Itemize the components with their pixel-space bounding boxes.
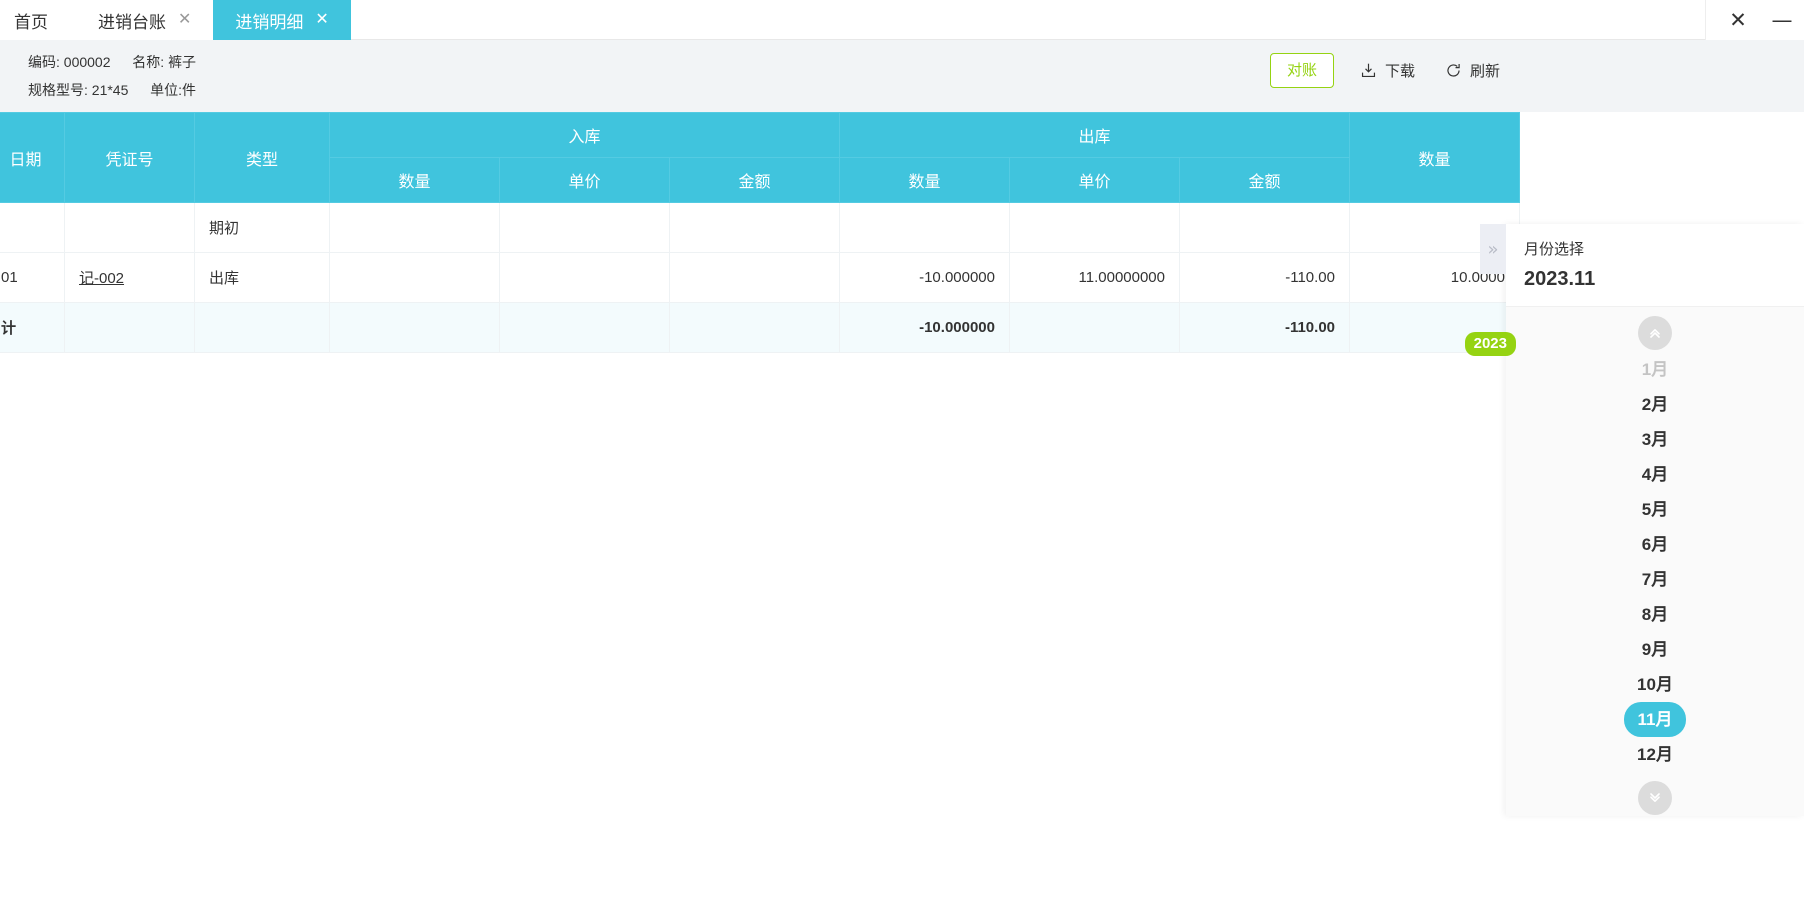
col-header-voucher[interactable]: 凭证号 <box>64 112 195 203</box>
tab-home[interactable]: 首页 <box>0 0 76 40</box>
col-header-out-amount[interactable]: 金额 <box>1179 157 1350 203</box>
month-item-8[interactable]: 8月 <box>1641 605 1669 624</box>
month-item-4[interactable]: 4月 <box>1641 465 1669 484</box>
spec-value: 21*45 <box>91 82 129 98</box>
product-code-line: 编码: 000002 名称: 裤子 <box>28 48 1804 76</box>
name-value: 裤子 <box>168 54 197 70</box>
cell-total-label: 计 <box>0 302 65 353</box>
table-total-row: 计 -10.000000 -110.00 <box>0 302 1520 353</box>
spec-label: 规格型号: <box>28 82 88 98</box>
month-item-10[interactable]: 10月 <box>1637 675 1673 694</box>
cell-type <box>194 302 330 353</box>
col-header-type[interactable]: 类型 <box>194 112 330 203</box>
col-header-balance-qty[interactable]: 数量 <box>1349 112 1520 203</box>
col-header-in-amount[interactable]: 金额 <box>669 157 840 203</box>
cell-out-price <box>1009 202 1180 253</box>
month-item-5[interactable]: 5月 <box>1641 500 1669 519</box>
voucher-link[interactable]: 记-002 <box>79 270 125 287</box>
cell-in-qty <box>329 202 500 253</box>
cell-voucher[interactable]: 记-002 <box>64 252 195 303</box>
name-label: 名称: <box>132 54 165 70</box>
download-icon <box>1360 62 1377 79</box>
month-selector-panel: 月份选择 2023.11 1月 2月 3月 4月 5月 6月 7月 8月 9月 … <box>1506 224 1804 816</box>
code-label: 编码: <box>28 54 60 70</box>
cell-in-amount <box>669 202 840 253</box>
table-sub-header-row: 数量 单价 金额 数量 单价 金额 <box>0 157 1520 203</box>
detail-table: 日期 凭证号 类型 入库 出库 数量 数量 单价 金额 数量 单价 金额 期初 <box>0 112 1520 353</box>
cell-in-price <box>499 302 670 353</box>
month-item-7[interactable]: 7月 <box>1641 570 1669 589</box>
tab-detail[interactable]: 进销明细 ✕ <box>213 0 351 40</box>
refresh-label: 刷新 <box>1469 63 1500 80</box>
tab-label: 首页 <box>14 12 48 32</box>
table-row[interactable]: 期初 <box>0 202 1520 253</box>
month-panel-header: 月份选择 2023.11 <box>1506 224 1804 307</box>
col-header-out-price[interactable]: 单价 <box>1009 157 1180 203</box>
cell-type: 出库 <box>194 252 330 303</box>
col-header-in-price[interactable]: 单价 <box>499 157 670 203</box>
tab-bar: 首页 进销台账 ✕ 进销明细 ✕ ✕ — <box>0 0 1804 40</box>
month-list: 1月 2月 3月 4月 5月 6月 7月 8月 9月 10月 11月 12月 <box>1506 350 1804 772</box>
month-panel-current-value: 2023.11 <box>1524 268 1596 290</box>
chevron-down-icon[interactable] <box>1638 781 1672 815</box>
cell-in-price <box>499 202 670 253</box>
download-label: 下载 <box>1384 63 1415 80</box>
col-header-out-qty[interactable]: 数量 <box>839 157 1010 203</box>
cell-voucher <box>64 302 195 353</box>
cell-out-amount: -110.00 <box>1179 252 1350 303</box>
cell-date <box>0 202 65 253</box>
cell-out-qty: -10.000000 <box>839 302 1010 353</box>
col-header-in-qty[interactable]: 数量 <box>329 157 500 203</box>
tab-ledger[interactable]: 进销台账 ✕ <box>76 0 214 40</box>
detail-table-area: 日期 凭证号 类型 入库 出库 数量 数量 单价 金额 数量 单价 金额 期初 <box>0 112 1804 900</box>
col-group-inbound: 入库 <box>329 112 840 158</box>
month-item-11[interactable]: 11月 <box>1623 702 1687 737</box>
product-info-bar: 编码: 000002 名称: 裤子 规格型号: 21*45 单位:件 对账 下载 <box>0 40 1804 112</box>
month-item-2[interactable]: 2月 <box>1641 395 1669 414</box>
panel-collapse-icon[interactable]: » <box>1480 224 1506 274</box>
reconcile-button[interactable]: 对账 <box>1269 53 1334 88</box>
cell-out-price: 11.00000000 <box>1009 252 1180 303</box>
month-item-1[interactable]: 1月 <box>1641 360 1669 379</box>
cell-in-qty <box>329 302 500 353</box>
month-item-12[interactable]: 12月 <box>1637 745 1673 764</box>
cell-out-amount <box>1179 202 1350 253</box>
cell-out-qty <box>839 202 1010 253</box>
close-window-icon[interactable]: ✕ <box>1729 8 1747 32</box>
cell-date: 01 <box>0 252 65 303</box>
close-icon[interactable]: ✕ <box>315 11 329 28</box>
minimize-window-icon[interactable]: — <box>1771 8 1793 32</box>
cell-voucher <box>64 202 195 253</box>
col-group-outbound: 出库 <box>839 112 1350 158</box>
download-button[interactable]: 下载 <box>1356 54 1419 87</box>
tab-label: 进销台账 <box>98 12 166 32</box>
year-badge: 2023 <box>1464 332 1516 356</box>
month-item-6[interactable]: 6月 <box>1641 535 1669 554</box>
cell-in-amount <box>669 302 840 353</box>
month-panel-title: 月份选择 <box>1524 241 1585 258</box>
toolbar-actions: 对账 下载 刷新 <box>1269 53 1504 88</box>
chevron-up-icon[interactable] <box>1638 316 1672 350</box>
cell-in-qty <box>329 252 500 303</box>
month-item-3[interactable]: 3月 <box>1641 430 1669 449</box>
col-header-date[interactable]: 日期 <box>0 112 65 203</box>
tab-label: 进销明细 <box>235 12 304 32</box>
close-icon[interactable]: ✕ <box>178 11 192 28</box>
cell-out-price <box>1009 302 1180 353</box>
cell-out-qty: -10.000000 <box>839 252 1010 303</box>
cell-in-price <box>499 252 670 303</box>
window-controls: ✕ — <box>1705 0 1804 40</box>
refresh-button[interactable]: 刷新 <box>1441 54 1504 87</box>
table-row[interactable]: 01 记-002 出库 -10.000000 11.00000000 -110.… <box>0 252 1520 303</box>
refresh-icon <box>1445 62 1462 79</box>
product-spec-line: 规格型号: 21*45 单位:件 <box>28 76 1804 104</box>
table-group-header-row: 日期 凭证号 类型 入库 出库 数量 <box>0 112 1520 203</box>
month-item-9[interactable]: 9月 <box>1641 640 1669 659</box>
cell-type: 期初 <box>194 202 330 253</box>
cell-in-amount <box>669 252 840 303</box>
code-value: 000002 <box>63 54 111 70</box>
unit-label: 单位:件 <box>150 82 197 98</box>
cell-out-amount: -110.00 <box>1179 302 1350 353</box>
